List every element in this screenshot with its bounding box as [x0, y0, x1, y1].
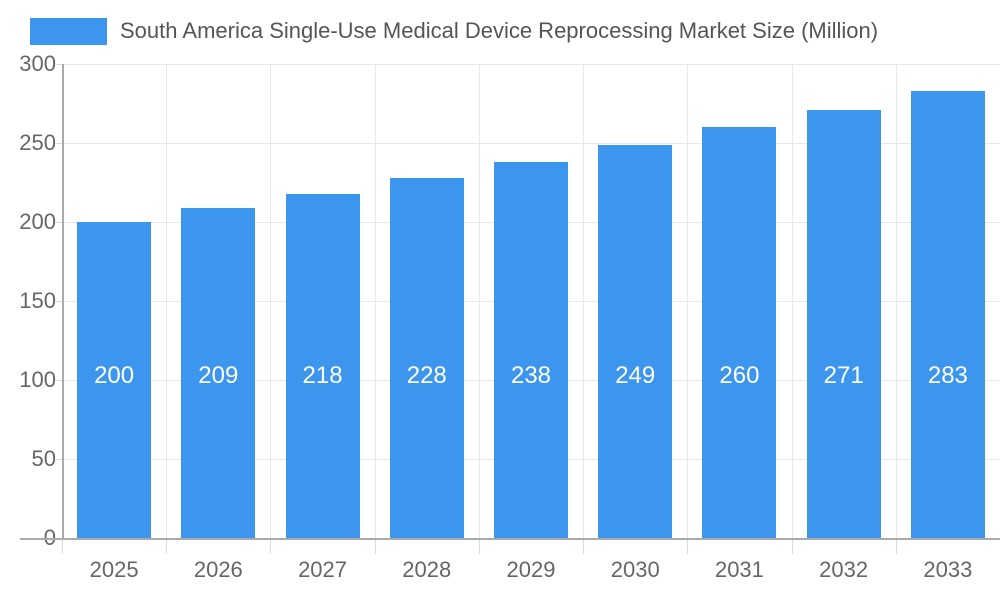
x-axis-tick-label: 2029: [506, 557, 556, 582]
bar[interactable]: 249: [598, 144, 673, 538]
x-axis-tick-label: 2032: [819, 557, 869, 582]
x-axis-line: [20, 538, 1000, 540]
y-axis-tick-label: 250: [19, 130, 56, 155]
x-axis-tick-label: 2031: [714, 557, 764, 582]
bar-value-label: 228: [406, 362, 447, 389]
gridline-vertical: [375, 64, 376, 538]
bar-value-label: 260: [719, 362, 760, 389]
y-axis-tick-label: 200: [19, 209, 56, 234]
y-axis-tick-label: 50: [31, 446, 56, 471]
x-axis-tick-label: 2025: [89, 557, 139, 582]
x-axis-tick-label: 2030: [610, 557, 660, 582]
bar[interactable]: 271: [806, 109, 881, 538]
bar-value-label: 209: [198, 362, 239, 389]
y-axis-tick-label: 150: [19, 288, 56, 313]
y-axis-tick-mark: [56, 64, 65, 65]
bar[interactable]: 218: [285, 193, 360, 538]
y-axis-labels: 0 50 100 150 200 250 300: [0, 0, 65, 600]
x-axis-tick-mark: [479, 540, 480, 554]
x-axis-tick-mark: [375, 540, 376, 554]
bar-value-label: 200: [94, 362, 135, 389]
x-axis-tick-label: 2026: [193, 557, 243, 582]
y-axis-tick-mark: [56, 380, 65, 381]
gridline-vertical: [479, 64, 480, 538]
legend-color-swatch[interactable]: [30, 17, 107, 45]
x-axis-tick-mark: [896, 540, 897, 554]
gridline-vertical: [270, 64, 271, 538]
bar[interactable]: 238: [494, 161, 568, 538]
y-axis-line: [62, 64, 64, 539]
gridline-vertical: [583, 64, 584, 538]
bar-value-label: 249: [615, 362, 656, 389]
x-axis-tick-label: 2027: [298, 557, 348, 582]
x-axis-tick-mark: [792, 540, 793, 554]
y-axis-tick-label: 0: [4, 525, 56, 551]
gridline-vertical: [896, 64, 897, 538]
plot-area: 200 209 218 228 238 249 260 271 283: [62, 64, 1000, 539]
x-axis-tick-label: 2028: [402, 557, 452, 582]
y-axis-tick-mark: [56, 222, 65, 223]
y-axis-tick-label: 300: [19, 51, 56, 76]
bar[interactable]: 260: [702, 127, 777, 538]
chart-legend[interactable]: South America Single-Use Medical Device …: [30, 15, 878, 47]
y-axis-tick-label: 100: [19, 367, 56, 392]
bar-value-label: 271: [823, 362, 864, 389]
bar[interactable]: 209: [181, 207, 256, 538]
x-axis-tick-label: 2033: [923, 557, 973, 582]
gridline-vertical: [687, 64, 688, 538]
x-axis-tick-mark: [687, 540, 688, 554]
gridline-vertical: [166, 64, 167, 538]
y-axis-tick-mark: [56, 301, 65, 302]
gridline-horizontal: [62, 143, 1000, 144]
bar-value-label: 238: [510, 362, 552, 389]
y-axis-tick-mark: [56, 143, 65, 144]
bar-value-label: 218: [302, 362, 343, 389]
bar[interactable]: 228: [389, 177, 464, 538]
x-axis-tick-mark: [583, 540, 584, 554]
x-axis-tick-mark: [166, 540, 167, 554]
bar[interactable]: 200: [77, 222, 152, 538]
bar-value-label: 283: [927, 362, 968, 389]
legend-label: South America Single-Use Medical Device …: [120, 18, 879, 43]
y-axis-tick-mark: [56, 459, 65, 460]
x-axis-tick-mark: [62, 540, 63, 554]
gridline-horizontal: [62, 64, 1000, 65]
x-axis-tick-mark: [270, 540, 271, 554]
gridline-vertical: [792, 64, 793, 538]
bar[interactable]: 283: [910, 90, 985, 538]
